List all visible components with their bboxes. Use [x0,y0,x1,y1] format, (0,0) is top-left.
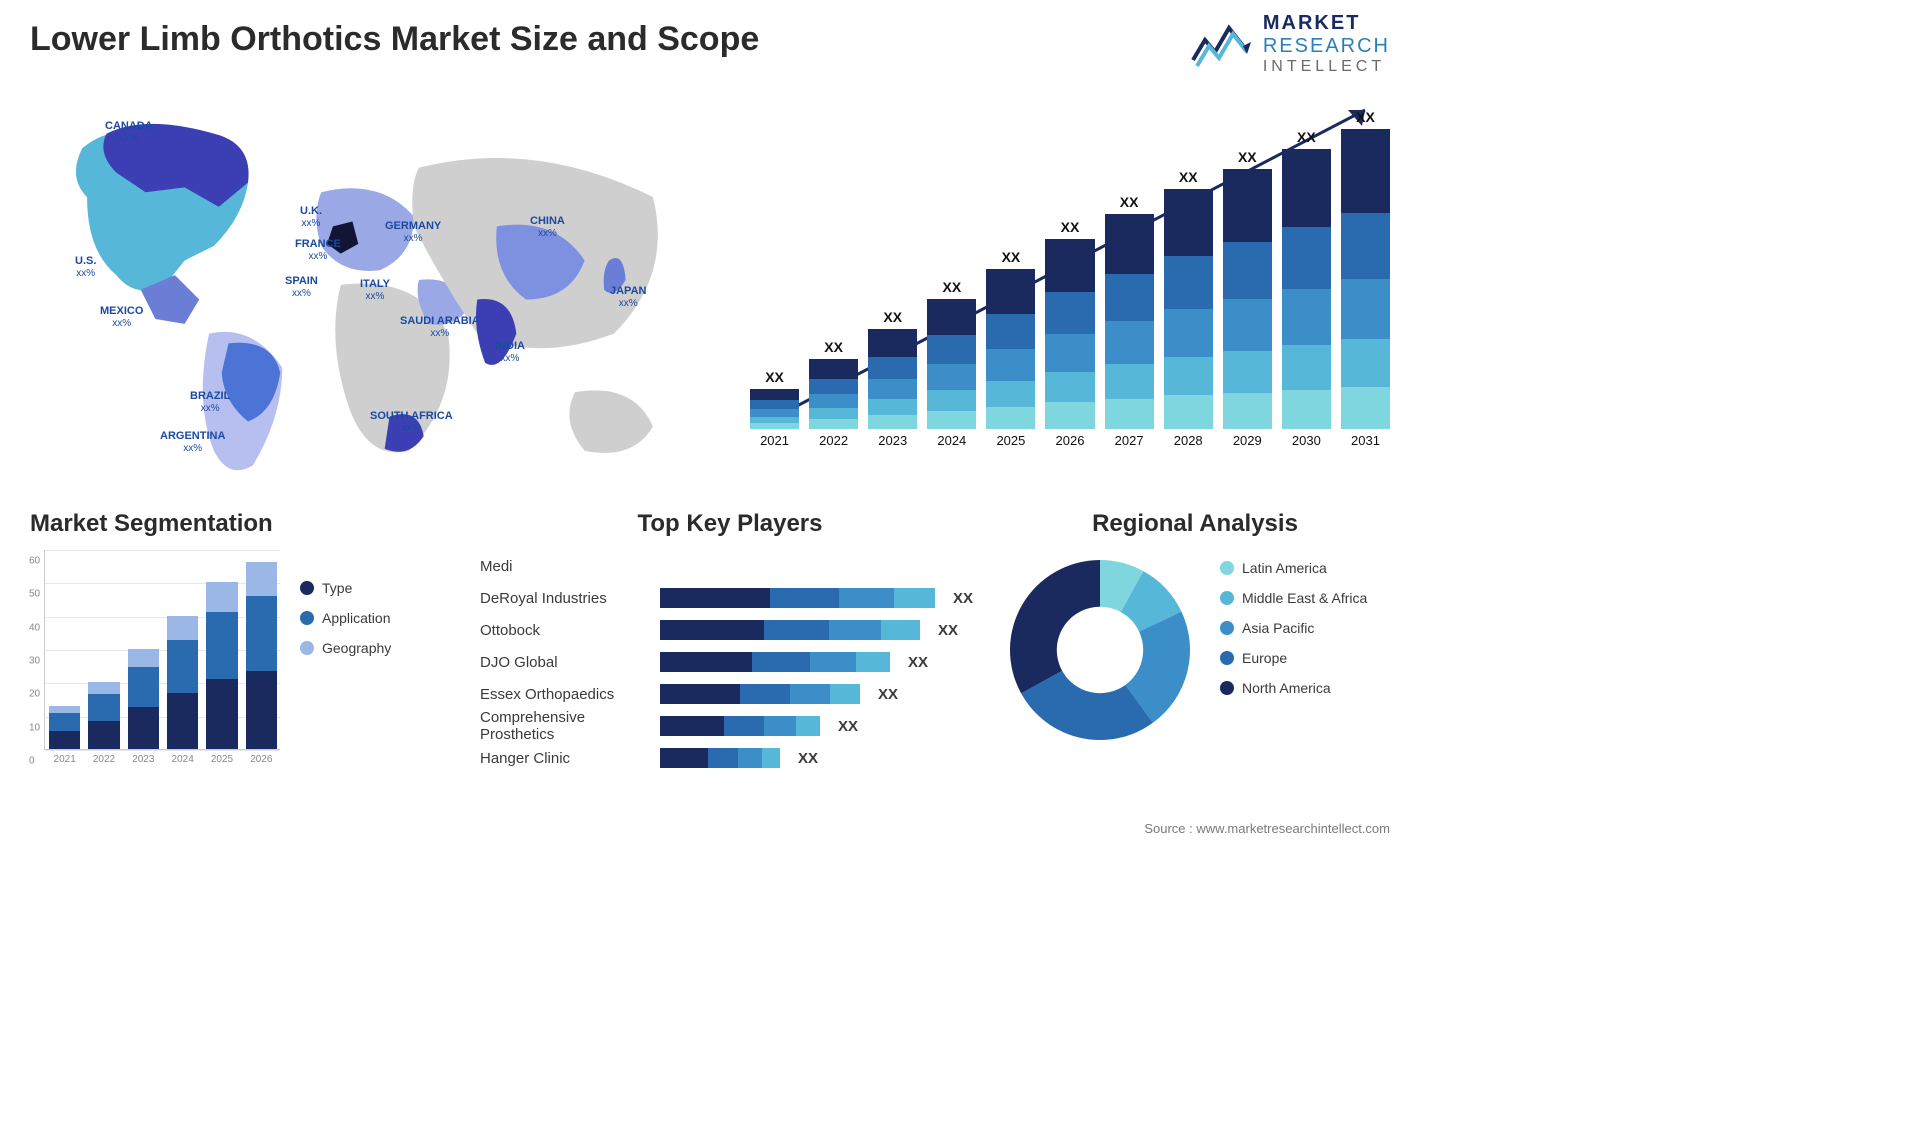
regional-donut [1000,550,1200,750]
regional-legend: Latin America Middle East & Africa Asia Pa… [1220,560,1367,710]
growth-value-label: XX [1297,129,1316,145]
logo-line3: INTELLECT [1263,58,1390,76]
growth-value-label: XX [1238,149,1257,165]
map-label-india: INDIAxx% [495,340,525,364]
player-row-comprehensive-prosthetics: Comprehensive ProstheticsXX [480,710,980,742]
player-row-hanger-clinic: Hanger ClinicXX [480,742,980,774]
growth-year-label: 2022 [819,433,848,448]
growth-year-label: 2023 [878,433,907,448]
map-label-south-africa: SOUTH AFRICAxx% [370,410,453,434]
seg-bar-2026 [246,562,277,749]
growth-value-label: XX [1061,219,1080,235]
seg-bar-2021 [49,706,80,749]
map-label-canada: CANADAxx% [105,120,153,144]
seg-bar-2022 [88,682,119,749]
seg-legend-type: Type [300,580,391,596]
map-region-aus [569,390,653,452]
player-row-djo-global: DJO GlobalXX [480,646,980,678]
growth-year-label: 2031 [1351,433,1380,448]
logo-line1: MARKET [1263,12,1390,35]
top-key-players: Top Key Players MediDeRoyal IndustriesXX… [480,510,980,790]
growth-value-label: XX [824,339,843,355]
map-label-france: FRANCExx% [295,238,341,262]
player-row-ottobock: OttobockXX [480,614,980,646]
map-label-spain: SPAINxx% [285,275,318,299]
map-label-argentina: ARGENTINAxx% [160,430,225,454]
regional-legend-latin-america: Latin America [1220,560,1367,576]
growth-year-label: 2026 [1056,433,1085,448]
segmentation-legend: Type Application Geography [300,580,391,670]
growth-year-label: 2030 [1292,433,1321,448]
map-label-mexico: MEXICOxx% [100,305,143,329]
map-label-germany: GERMANYxx% [385,220,441,244]
map-label-u-s-: U.S.xx% [75,255,96,279]
map-label-china: CHINAxx% [530,215,565,239]
growth-value-label: XX [1002,249,1021,265]
logo-icon [1191,18,1251,70]
seg-legend-geography: Geography [300,640,391,656]
growth-col-2022: XX 2022 [809,339,858,448]
segmentation-chart: 0102030405060202120222023202420252026 [30,550,280,770]
growth-col-2021: XX 2021 [750,369,799,448]
seg-legend-application: Application [300,610,391,626]
regional-legend-asia-pacific: Asia Pacific [1220,620,1367,636]
growth-year-label: 2028 [1174,433,1203,448]
player-row-deroyal-industries: DeRoyal IndustriesXX [480,582,980,614]
growth-value-label: XX [942,279,961,295]
map-label-brazil: BRAZILxx% [190,390,230,414]
map-label-japan: JAPANxx% [610,285,646,309]
segmentation-title: Market Segmentation [30,510,460,538]
world-map: CANADAxx% U.S.xx% MEXICOxx% BRAZILxx% ARGENT… [20,80,720,480]
growth-col-2028: XX 2028 [1164,169,1213,448]
regional-legend-europe: Europe [1220,650,1367,666]
growth-col-2031: XX 2031 [1341,109,1390,448]
growth-value-label: XX [1179,169,1198,185]
regional-title: Regional Analysis [1000,510,1390,538]
growth-year-label: 2024 [937,433,966,448]
growth-value-label: XX [1120,194,1139,210]
growth-value-label: XX [1356,109,1375,125]
growth-col-2023: XX 2023 [868,309,917,448]
regional-analysis: Regional Analysis Latin America Middle Ea… [1000,510,1390,790]
donut-slice-north-america [1010,560,1100,693]
growth-value-label: XX [765,369,784,385]
growth-col-2027: XX 2027 [1105,194,1154,448]
seg-bar-2025 [206,582,237,749]
growth-col-2024: XX 2024 [927,279,976,448]
growth-col-2026: XX 2026 [1045,219,1094,448]
growth-col-2025: XX 2025 [986,249,1035,448]
growth-year-label: 2029 [1233,433,1262,448]
player-row-medi: Medi [480,550,980,582]
map-label-u-k-: U.K.xx% [300,205,322,229]
player-row-essex-orthopaedics: Essex OrthopaedicsXX [480,678,980,710]
source-text: Source : www.marketresearchintellect.com [1144,821,1390,836]
page-title: Lower Limb Orthotics Market Size and Sco… [30,20,759,59]
growth-year-label: 2021 [760,433,789,448]
growth-year-label: 2025 [996,433,1025,448]
brand-logo: MARKET RESEARCH INTELLECT [1191,12,1390,76]
growth-value-label: XX [883,309,902,325]
players-title: Top Key Players [480,510,980,538]
regional-legend-middle-east-africa: Middle East & Africa [1220,590,1367,606]
growth-col-2029: XX 2029 [1223,149,1272,448]
map-label-saudi-arabia: SAUDI ARABIAxx% [400,315,480,339]
regional-legend-north-america: North America [1220,680,1367,696]
growth-col-2030: XX 2030 [1282,129,1331,448]
growth-chart: XX 2021 XX 2022 XX 2023 XX 2024 XX 2025 XX 2026 XX 20… [750,90,1390,470]
logo-line2: RESEARCH [1263,35,1390,58]
growth-year-label: 2027 [1115,433,1144,448]
market-segmentation: Market Segmentation 01020304050602021202… [30,510,460,790]
seg-bar-2024 [167,616,198,749]
seg-bar-2023 [128,649,159,749]
map-label-italy: ITALYxx% [360,278,390,302]
